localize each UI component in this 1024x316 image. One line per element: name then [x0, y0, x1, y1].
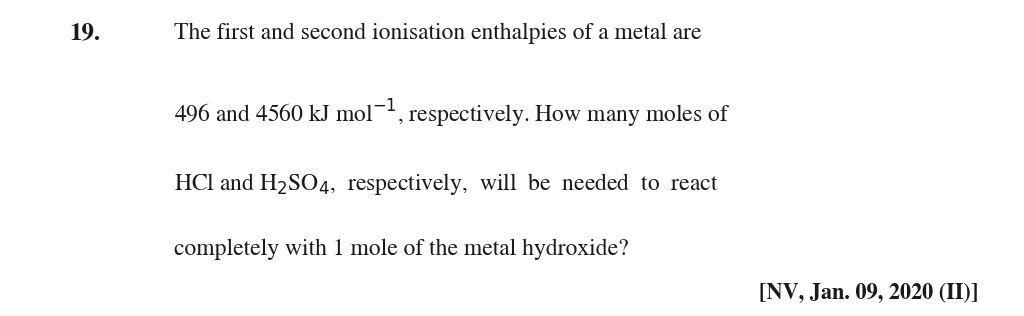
Text: HCl and H$_{2}$SO$_{4}$,  respectively,  will  be  needed  to  react: HCl and H$_{2}$SO$_{4}$, respectively, w… — [174, 171, 719, 197]
Text: [NV, Jan. 09, 2020 (II)]: [NV, Jan. 09, 2020 (II)] — [759, 283, 978, 304]
Text: 19.: 19. — [70, 22, 100, 44]
Text: 496 and 4560 kJ mol$^{-1}$, respectively. How many moles of: 496 and 4560 kJ mol$^{-1}$, respectively… — [174, 98, 730, 130]
Text: completely with 1 mole of the metal hydroxide?: completely with 1 mole of the metal hydr… — [174, 239, 629, 260]
Text: The first and second ionisation enthalpies of a metal are: The first and second ionisation enthalpi… — [174, 22, 701, 44]
